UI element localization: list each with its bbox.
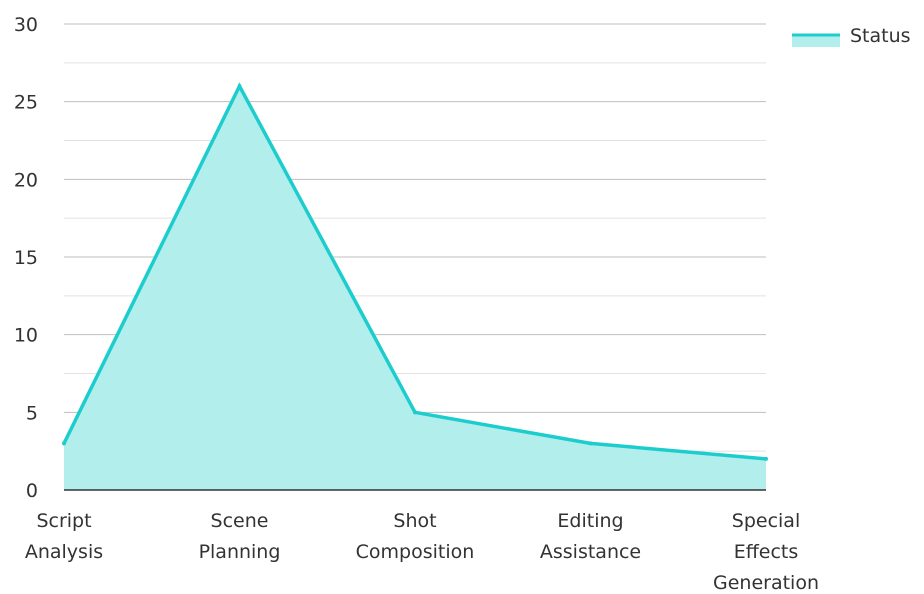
data-point[interactable]	[764, 456, 768, 461]
x-axis-ticks: Script Analysis Scene Planning Shot Compositi…	[25, 510, 819, 594]
legend-swatch-fill	[792, 35, 840, 47]
y-tick-label: 0	[26, 480, 38, 502]
x-tick-label: Special Effects Generation	[713, 510, 819, 594]
y-tick-label: 10	[14, 325, 38, 347]
area-fill	[64, 86, 766, 490]
y-tick-label: 20	[14, 169, 38, 191]
x-tick-label: Editing Assistance	[540, 510, 641, 563]
data-point[interactable]	[62, 441, 66, 446]
data-point[interactable]	[413, 410, 417, 415]
legend-label: Status	[850, 25, 911, 47]
y-tick-label: 15	[14, 247, 38, 269]
data-point[interactable]	[588, 441, 593, 446]
y-tick-label: 5	[26, 402, 38, 424]
data-point[interactable]	[237, 84, 242, 89]
x-tick-label: Shot Composition	[356, 510, 475, 563]
x-tick-label: Scene Planning	[199, 510, 281, 563]
legend[interactable]: Status	[792, 25, 911, 47]
y-axis-ticks: 0 5 10 15 20 25 30	[14, 14, 38, 502]
area-series	[62, 82, 768, 490]
y-tick-label: 30	[14, 14, 38, 36]
x-tick-label: Script Analysis	[25, 510, 103, 563]
y-tick-label: 25	[14, 92, 38, 114]
